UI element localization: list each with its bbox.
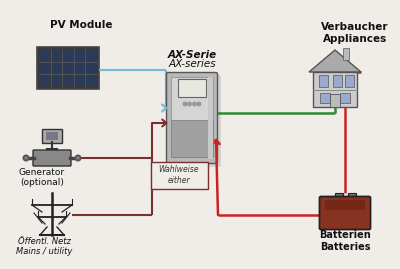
- Bar: [51, 75, 62, 87]
- Circle shape: [188, 102, 191, 106]
- Bar: [74, 49, 85, 61]
- Circle shape: [197, 102, 201, 106]
- Bar: [46, 132, 58, 140]
- Polygon shape: [309, 50, 361, 72]
- Circle shape: [74, 154, 82, 161]
- Bar: [325, 200, 365, 210]
- Text: Verbaucher
Appliances: Verbaucher Appliances: [321, 22, 389, 44]
- Bar: [343, 48, 349, 60]
- FancyBboxPatch shape: [178, 79, 206, 97]
- FancyBboxPatch shape: [42, 129, 62, 143]
- Bar: [208, 77, 213, 159]
- Bar: [340, 93, 350, 103]
- Bar: [51, 62, 62, 74]
- Circle shape: [24, 157, 28, 160]
- Bar: [333, 75, 342, 87]
- Bar: [348, 193, 356, 198]
- FancyBboxPatch shape: [33, 150, 71, 166]
- Bar: [171, 77, 213, 121]
- Bar: [319, 75, 328, 87]
- Bar: [86, 62, 96, 74]
- FancyBboxPatch shape: [166, 73, 218, 164]
- Bar: [63, 49, 73, 61]
- Bar: [51, 49, 62, 61]
- Bar: [171, 120, 213, 157]
- Text: AX-Serie: AX-Serie: [168, 50, 216, 60]
- Bar: [40, 49, 50, 61]
- FancyBboxPatch shape: [150, 161, 208, 189]
- Bar: [86, 75, 96, 87]
- FancyBboxPatch shape: [169, 75, 221, 167]
- Bar: [330, 94, 340, 107]
- Bar: [74, 75, 85, 87]
- Bar: [40, 75, 50, 87]
- Bar: [40, 62, 50, 74]
- Bar: [86, 49, 96, 61]
- Circle shape: [193, 102, 196, 106]
- Bar: [335, 193, 343, 198]
- Text: Batterien
Batteries: Batterien Batteries: [319, 230, 371, 252]
- Bar: [345, 75, 354, 87]
- Text: Öffentl. Netz
Mains / utility: Öffentl. Netz Mains / utility: [16, 237, 72, 256]
- Bar: [313, 72, 357, 107]
- Circle shape: [76, 157, 80, 160]
- Circle shape: [183, 102, 187, 106]
- Bar: [37, 47, 99, 89]
- Bar: [320, 93, 330, 103]
- Bar: [63, 75, 73, 87]
- Bar: [74, 62, 85, 74]
- Circle shape: [22, 154, 30, 161]
- Text: PV Module: PV Module: [50, 20, 112, 30]
- Text: AX-series: AX-series: [168, 59, 216, 69]
- FancyBboxPatch shape: [320, 196, 370, 229]
- Text: Wahlweise
either: Wahlweise either: [159, 165, 199, 185]
- Text: Generator
(optional): Generator (optional): [19, 168, 65, 187]
- Bar: [63, 62, 73, 74]
